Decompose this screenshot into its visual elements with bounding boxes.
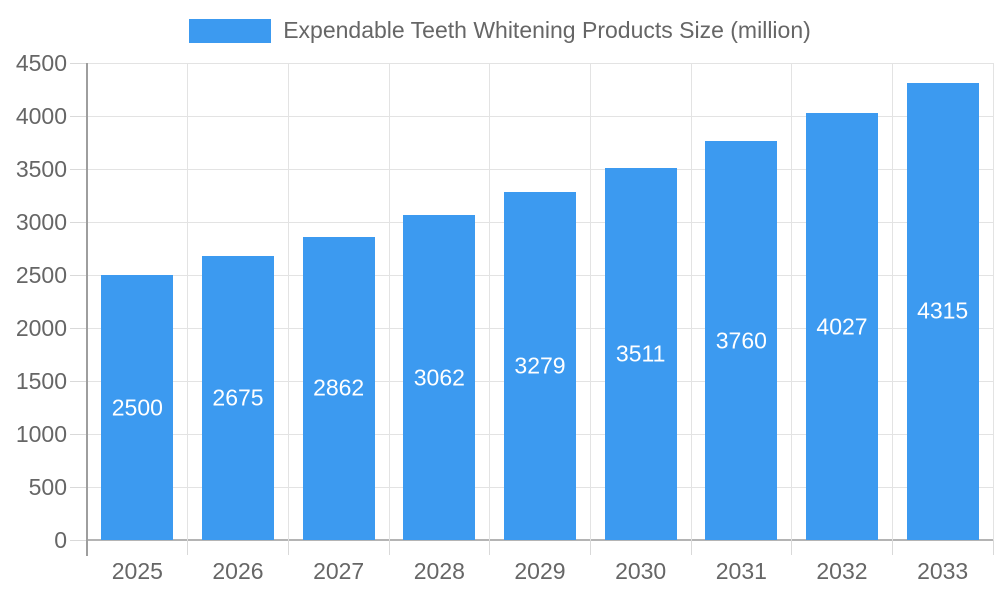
h-gridline — [87, 539, 993, 541]
bar-2027[interactable]: 2862 — [302, 236, 375, 540]
y-axis-tick — [70, 433, 87, 435]
y-axis-tick — [70, 486, 87, 488]
v-gridline — [489, 63, 491, 540]
bar-value-label: 2675 — [212, 384, 264, 411]
y-axis-tick — [70, 274, 87, 276]
bar-2031[interactable]: 3760 — [705, 141, 778, 540]
bar-value-label: 2500 — [111, 394, 163, 420]
x-axis-tick — [791, 540, 793, 555]
bar-2033[interactable]: 4315 — [906, 82, 979, 540]
y-tick-label: 3500 — [15, 156, 67, 182]
v-gridline — [187, 63, 189, 540]
y-tick-label: 3000 — [15, 209, 67, 235]
y-tick-label: 0 — [54, 527, 67, 553]
bar-value-label: 4315 — [917, 297, 969, 324]
y-tick-label: 1500 — [15, 368, 67, 394]
x-tick-label: 2029 — [514, 558, 566, 584]
x-tick-label: 2025 — [111, 558, 163, 584]
x-axis-tick — [891, 540, 893, 555]
x-axis-tick — [992, 540, 994, 555]
bar-value-label: 4027 — [816, 313, 868, 340]
y-tick-label: 2500 — [15, 262, 67, 288]
bar-2030[interactable]: 3511 — [604, 167, 677, 540]
legend[interactable]: Expendable Teeth Whitening Products Size… — [0, 17, 1000, 44]
x-tick-label: 2033 — [917, 558, 969, 584]
legend-swatch — [189, 18, 272, 43]
y-tick-label: 4000 — [15, 103, 67, 129]
v-gridline — [992, 63, 994, 540]
bar-value-label: 2862 — [313, 374, 365, 401]
v-gridline — [287, 63, 289, 540]
x-axis-tick — [589, 540, 591, 555]
x-tick-label: 2030 — [615, 558, 667, 584]
y-tick-label: 500 — [28, 474, 67, 500]
bar-value-label: 3062 — [413, 364, 465, 391]
bar-value-label: 3279 — [514, 352, 566, 379]
x-tick-label: 2026 — [212, 558, 264, 584]
y-axis-tick — [70, 221, 87, 223]
bar-value-label: 3760 — [715, 327, 767, 354]
x-axis-tick — [690, 540, 692, 555]
y-axis-tick — [70, 327, 87, 329]
v-gridline — [791, 63, 793, 540]
y-tick-label: 2000 — [15, 315, 67, 341]
bar-2032[interactable]: 4027 — [806, 113, 878, 540]
bar-2025[interactable]: 2500 — [101, 275, 174, 540]
x-axis-tick — [287, 540, 289, 555]
v-gridline — [589, 63, 591, 540]
v-gridline — [690, 63, 692, 540]
y-axis-tick — [70, 115, 87, 117]
y-axis-tick — [70, 539, 87, 541]
x-axis-tick — [489, 540, 491, 555]
bar-2026[interactable]: 2675 — [202, 256, 274, 540]
y-axis-tick — [70, 62, 87, 64]
x-tick-label: 2031 — [715, 558, 767, 584]
x-tick-label: 2027 — [313, 558, 365, 584]
bar-2028[interactable]: 3062 — [403, 215, 476, 540]
y-axis-tick — [70, 380, 87, 382]
x-axis-tick — [187, 540, 189, 555]
h-gridline — [87, 115, 993, 117]
y-tick-label: 4500 — [15, 50, 67, 76]
h-gridline — [87, 62, 993, 64]
bar-value-label: 3511 — [615, 340, 666, 367]
legend-label: Expendable Teeth Whitening Products Size… — [283, 17, 811, 43]
x-axis-tick — [388, 540, 390, 555]
x-tick-label: 2028 — [413, 558, 465, 584]
y-axis-line — [86, 63, 88, 556]
y-axis-tick — [70, 168, 87, 170]
y-tick-label: 1000 — [15, 421, 67, 447]
v-gridline — [891, 63, 893, 540]
x-tick-label: 2032 — [816, 558, 868, 584]
h-gridline — [87, 168, 993, 170]
v-gridline — [388, 63, 390, 540]
bar-2029[interactable]: 3279 — [504, 192, 576, 540]
